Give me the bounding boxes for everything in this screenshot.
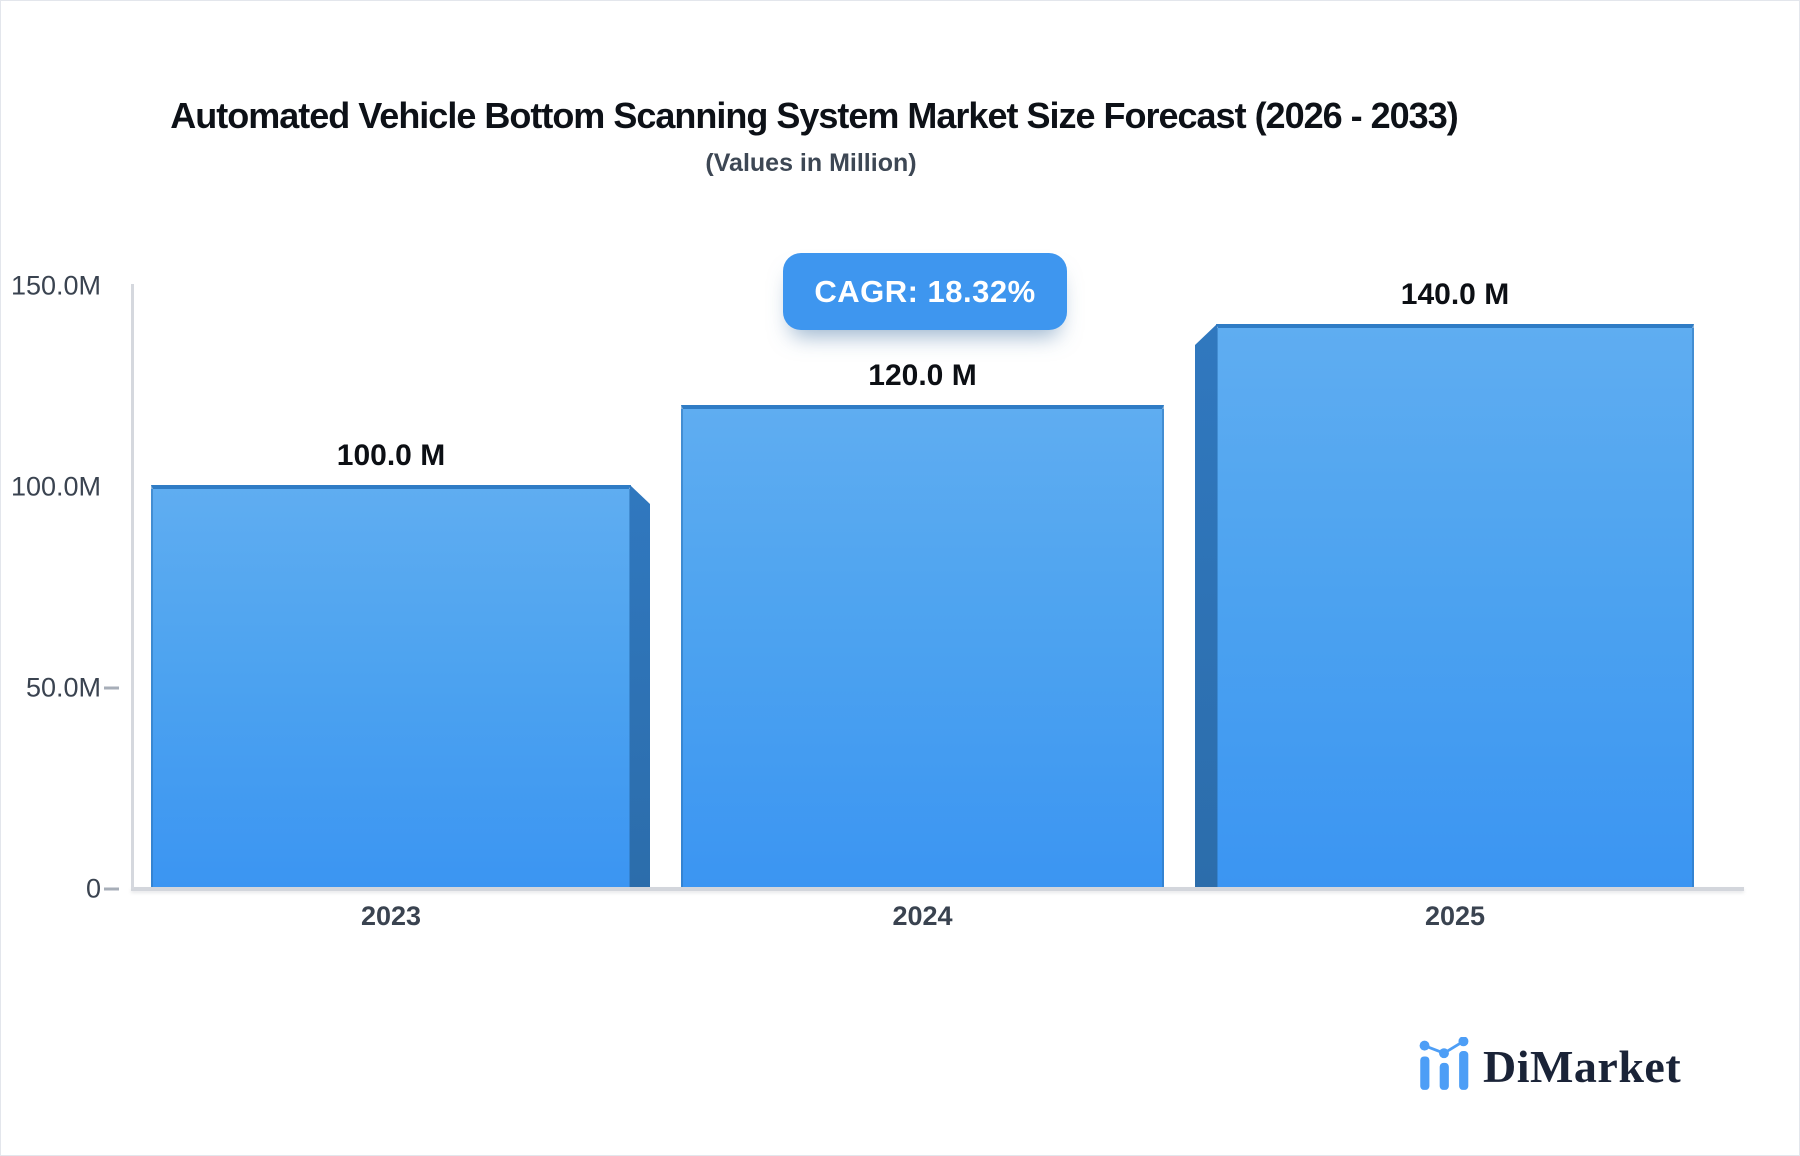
y-tick-mark-0 [104, 887, 119, 891]
y-tick-label-50: 50.0M [25, 672, 101, 703]
x-label-2024: 2024 [892, 901, 953, 931]
bar-3d-side-2023 [630, 485, 650, 887]
y-tick-label-100: 100.0M [10, 471, 101, 502]
dimarket-logo: DiMarket [1419, 1036, 1682, 1096]
y-axis-line [131, 284, 134, 889]
chart-title: Automated Vehicle Bottom Scanning System… [170, 95, 1458, 136]
y-tick-label-0: 0 [85, 873, 101, 904]
bar-face-2023 [151, 485, 631, 887]
bar-2023: 100.0 M [151, 439, 650, 887]
bar-value-label-2025: 140.0 M [1400, 278, 1510, 311]
bar-2024: 120.0 M [681, 359, 1164, 887]
bar-face-2024 [681, 405, 1164, 887]
bar-value-label-2023: 100.0 M [336, 439, 446, 472]
x-label-2023: 2023 [360, 901, 422, 931]
mini-bar-chart-icon [1419, 1036, 1469, 1096]
x-axis-line [131, 887, 1744, 891]
y-tick-label-150: 150.0M [10, 270, 101, 301]
y-tick-mark-50 [104, 686, 119, 690]
x-label-2025: 2025 [1424, 901, 1486, 931]
bar-2025: 140.0 M [1195, 278, 1694, 887]
bar-3d-side-2025 [1195, 324, 1217, 887]
cagr-badge: CAGR: 18.32% [783, 253, 1067, 330]
chart-subtitle: (Values in Million) [705, 149, 917, 177]
bar-face-2025 [1216, 324, 1694, 887]
logo-text: DiMarket [1483, 1041, 1682, 1092]
cagr-badge-label: CAGR: 18.32% [814, 273, 1036, 309]
bar-value-label-2024: 120.0 M [868, 359, 977, 392]
